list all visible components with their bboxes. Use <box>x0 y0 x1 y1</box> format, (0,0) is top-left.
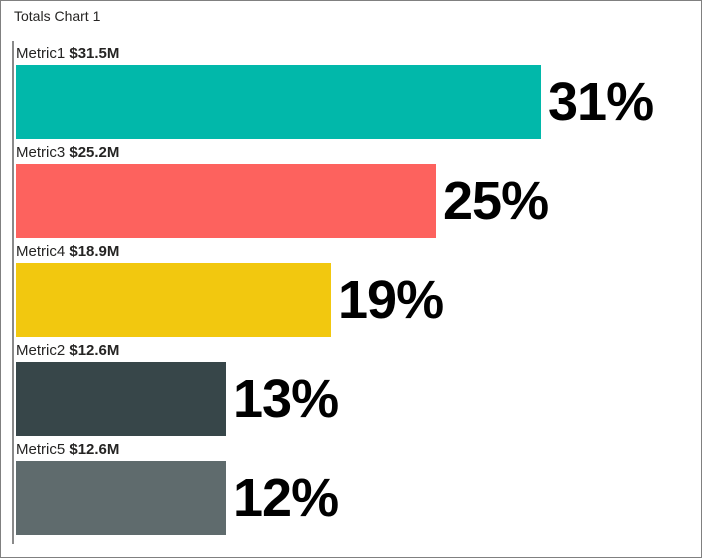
bar-group: Metric3 $25.2M 25% <box>16 140 653 238</box>
category-name: Metric3 <box>16 144 66 161</box>
category-label: Metric5 $12.6M <box>16 437 653 461</box>
category-value: $12.6M <box>65 441 120 458</box>
bar-group: Metric5 $12.6M 12% <box>16 437 653 535</box>
bar-group: Metric2 $12.6M 13% <box>16 338 653 436</box>
category-label: Metric3 $25.2M <box>16 140 653 164</box>
bar[interactable] <box>16 65 541 139</box>
category-label: Metric1 $31.5M <box>16 41 653 65</box>
bar-row: 19% <box>16 263 653 337</box>
percent-label: 31% <box>548 72 654 132</box>
percent-label: 13% <box>233 369 339 429</box>
category-name: Metric1 <box>16 45 66 62</box>
percent-label: 25% <box>443 171 549 231</box>
category-label: Metric4 $18.9M <box>16 239 653 263</box>
chart-title: Totals Chart 1 <box>14 8 101 24</box>
bar-row: 31% <box>16 65 654 139</box>
bar-group: Metric4 $18.9M 19% <box>16 239 653 337</box>
bar-group: Metric1 $31.5M 31% <box>16 41 654 139</box>
bar[interactable] <box>16 263 331 337</box>
bar-row: 13% <box>16 362 653 436</box>
category-label: Metric2 $12.6M <box>16 338 653 362</box>
bar-row: 25% <box>16 164 653 238</box>
category-value: $31.5M <box>65 45 120 62</box>
category-value: $25.2M <box>65 144 120 161</box>
category-value: $18.9M <box>65 243 120 260</box>
category-name: Metric2 <box>16 342 66 359</box>
bar[interactable] <box>16 362 226 436</box>
category-name: Metric5 <box>16 441 66 458</box>
bar[interactable] <box>16 461 226 535</box>
percent-label: 19% <box>338 270 444 330</box>
bar-row: 12% <box>16 461 653 535</box>
bar-chart: Metric1 $31.5M 31% Metric3 $25.2M 25% Metric… <box>12 41 654 544</box>
category-name: Metric4 <box>16 243 66 260</box>
percent-label: 12% <box>233 468 339 528</box>
category-value: $12.6M <box>65 342 120 359</box>
bar[interactable] <box>16 164 436 238</box>
